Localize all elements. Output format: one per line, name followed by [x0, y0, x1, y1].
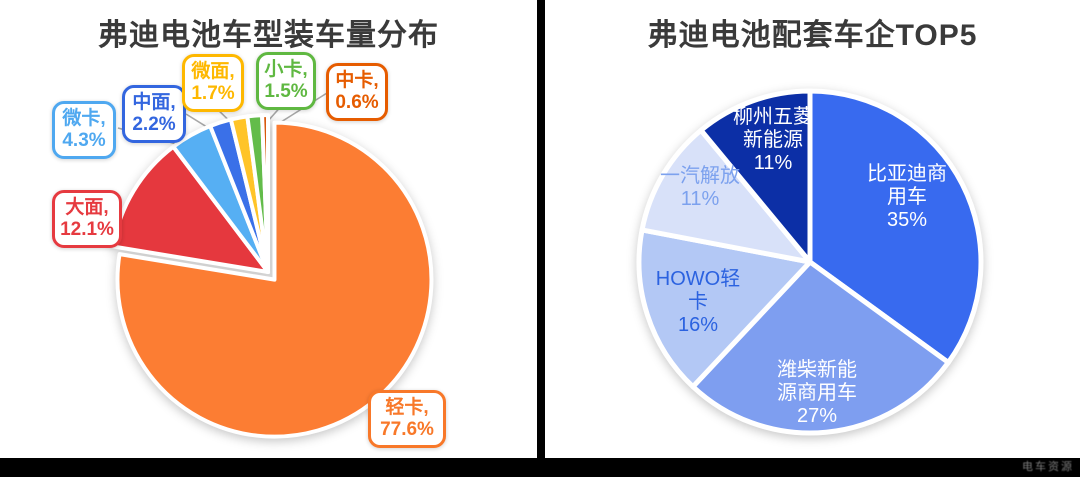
vehicle-type-pie-chart [111, 92, 434, 439]
callout-category: 中卡, [335, 70, 379, 91]
callout-category: 轻卡, [385, 397, 429, 418]
callout-value: 1.7% [191, 83, 235, 104]
slice-label-weichai-new-energy: 潍柴新能 源商用车 27% [742, 359, 892, 428]
right-pie-slices [636, 88, 984, 436]
pie-slice-howo-light-truck [636, 227, 813, 390]
bottom-bar: 电车资源 [0, 458, 1080, 477]
pie-slice-faw-jiefang [639, 127, 813, 265]
callout-value: 4.3% [62, 130, 106, 151]
slice-label-line: 一汽解放 [660, 165, 740, 187]
slice-label-line: 35% [886, 209, 928, 231]
callout-category: 微面, [191, 61, 235, 82]
vehicle-type-chart-panel: 弗迪电池车型装车量分布 轻卡, 77.6% 大面, 12.1% 微卡, 4.3% 中面, 2.… [0, 0, 537, 458]
slice-label-line: 潍柴新能 [777, 359, 857, 381]
right-chart-title: 弗迪电池配套车企TOP5 [647, 19, 978, 52]
slice-label-line: 用车 [887, 186, 927, 208]
callout-category: 大面, [65, 197, 109, 218]
slice-label-line: 卡 [688, 291, 708, 313]
callout-value: 12.1% [60, 219, 114, 240]
callout-label-medium-van: 中面, 2.2% [122, 85, 186, 143]
pie-slice-byd-commercial [807, 88, 984, 366]
pie-slice-medium-truck [260, 112, 270, 274]
watermark: 电车资源 [1022, 461, 1074, 473]
slice-label-line: 比亚迪商 [867, 163, 947, 185]
callout-label-micro-truck: 微卡, 4.3% [52, 101, 116, 159]
pie-slice-weichai-new-energy [690, 259, 951, 436]
slice-label-line: 16% [677, 314, 719, 336]
pie-slice-wuling-new-energy [698, 88, 813, 265]
slice-label-line: 11% [680, 188, 720, 210]
top5-customers-chart-panel: 弗迪电池配套车企TOP5 比亚迪商 用车 35% 潍柴新能 源商用车 27% HOWO轻卡 1… [545, 0, 1080, 458]
slice-label-line: HOWO轻 [655, 268, 741, 290]
callout-category: 中面, [132, 92, 176, 113]
callout-label-small-truck: 小卡, 1.5% [256, 52, 316, 110]
slice-label-faw-jiefang: 一汽解放 11% [625, 165, 775, 211]
callout-value: 77.6% [380, 419, 434, 440]
callout-value: 2.2% [132, 114, 176, 135]
callout-value: 0.6% [335, 92, 379, 113]
callout-value: 1.5% [264, 81, 308, 102]
slice-label-line: 11% [753, 152, 793, 174]
slice-label-howo-light-truck: HOWO轻卡 16% [623, 268, 773, 337]
callout-label-micro-van: 微面, 1.7% [182, 54, 244, 112]
panel-divider [537, 0, 545, 458]
slice-label-line: 柳州五菱 [733, 106, 813, 128]
callout-label-large-van: 大面, 12.1% [52, 190, 122, 248]
slice-label-byd-commercial: 比亚迪商 用车 35% [832, 163, 982, 232]
callout-label-light-truck: 轻卡, 77.6% [368, 390, 446, 448]
slice-label-wuling-new-energy: 柳州五菱 新能源 11% [698, 106, 848, 175]
callout-category: 小卡, [264, 59, 308, 80]
left-pie-slices [111, 112, 434, 439]
top5-customers-pie-chart [636, 88, 984, 436]
callout-category: 微卡, [62, 108, 106, 129]
left-chart-title: 弗迪电池车型装车量分布 [98, 19, 439, 52]
slice-label-line: 源商用车 [777, 382, 857, 404]
slice-label-line: 27% [796, 405, 838, 427]
slice-label-line: 新能源 [743, 129, 803, 151]
callout-label-medium-truck: 中卡, 0.6% [326, 63, 388, 121]
